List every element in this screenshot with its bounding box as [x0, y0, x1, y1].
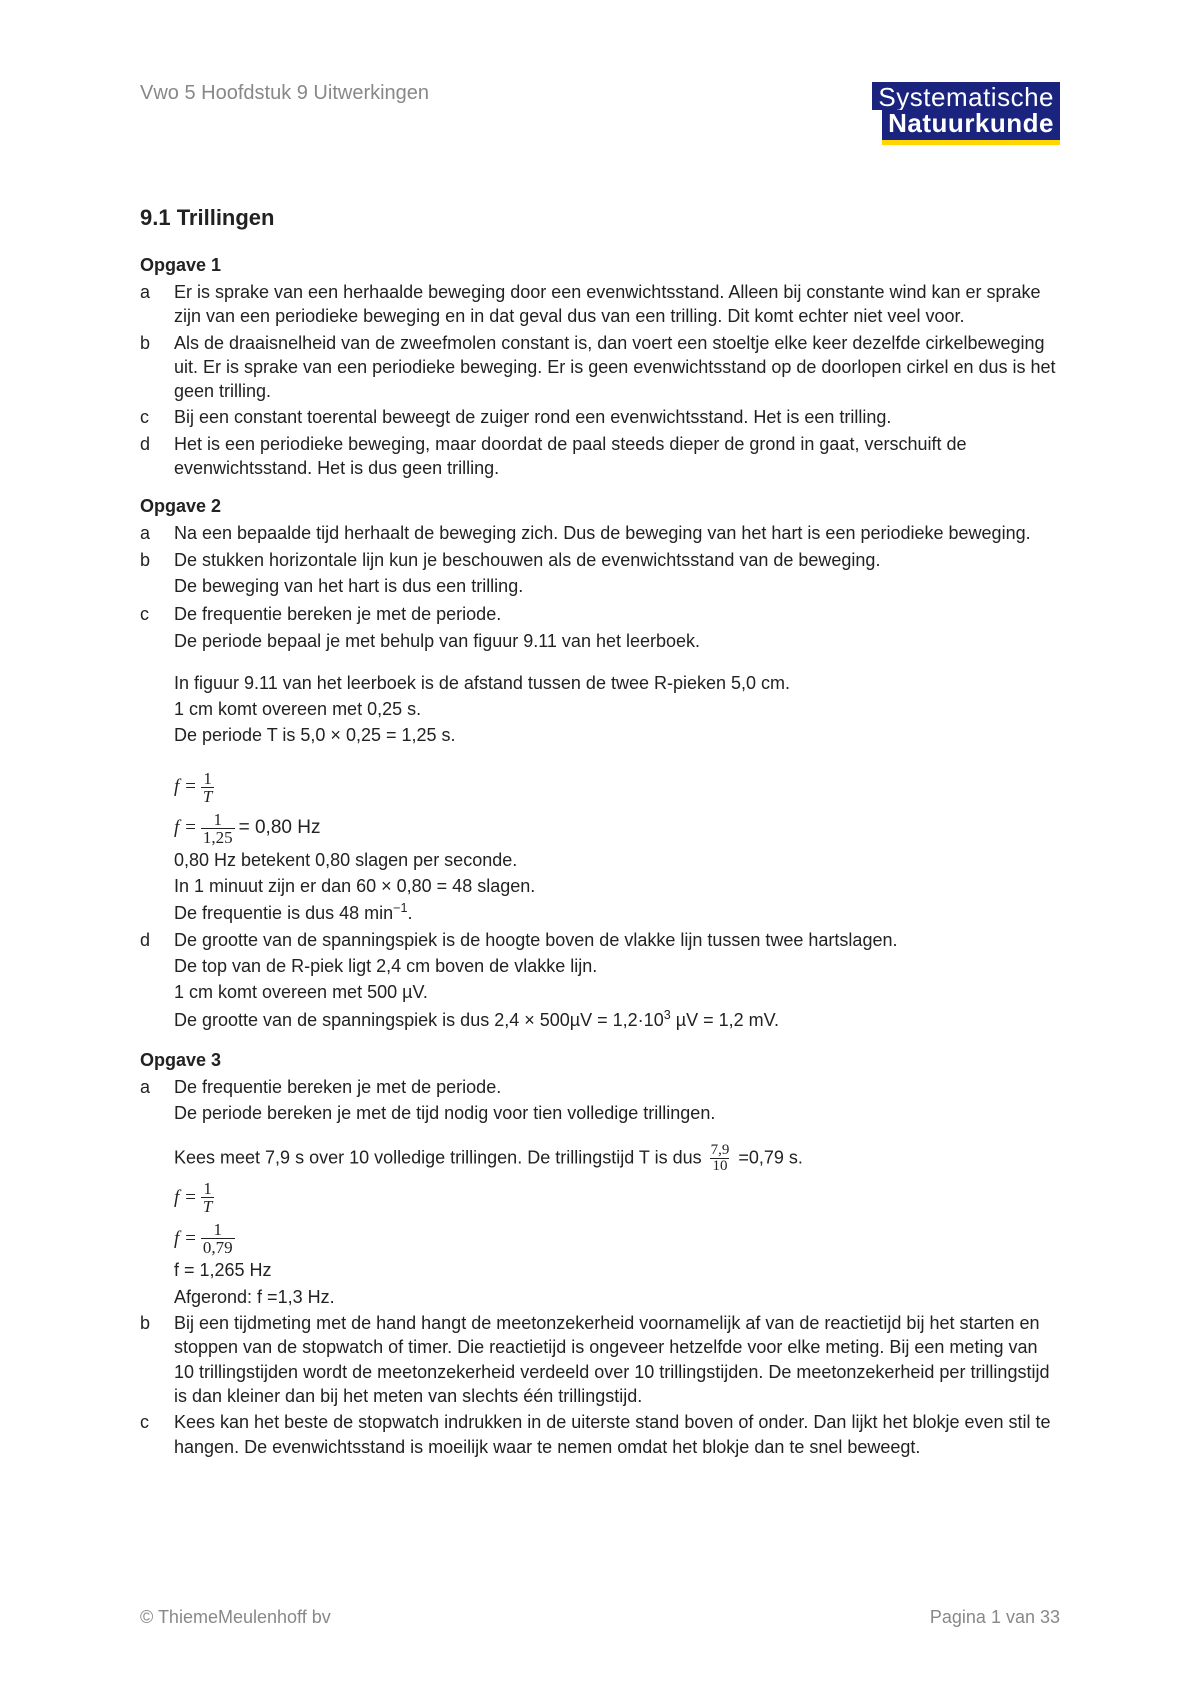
- footer: © ThiemeMeulenhoff bv Pagina 1 van 33: [140, 1607, 1060, 1628]
- text-line: De stukken horizontale lijn kun je besch…: [174, 548, 1060, 572]
- frac-den: 1,25: [201, 828, 235, 846]
- item-body: Na een bepaalde tijd herhaalt de bewegin…: [174, 521, 1060, 545]
- formula-lhs: f =: [174, 815, 197, 841]
- opgave3-b: b Bij een tijdmeting met de hand hangt d…: [140, 1311, 1060, 1408]
- item-label: a: [140, 521, 174, 545]
- text-fragment: Kees meet 7,9 s over 10 volledige trilli…: [174, 1148, 707, 1168]
- formula-f-1-over-079: f = 1 0,79: [174, 1221, 1060, 1256]
- text-fragment: .: [407, 903, 412, 923]
- opgave1-b: b Als de draaisnelheid van de zweefmolen…: [140, 331, 1060, 404]
- text-fragment: De grootte van de spanningspiek is dus 2…: [174, 1010, 664, 1030]
- text-fragment: De frequentie is dus 48 min: [174, 903, 393, 923]
- text-line: De frequentie bereken je met de periode.: [174, 1075, 1060, 1099]
- section-title: 9.1 Trillingen: [140, 205, 1060, 231]
- frac-den: T: [201, 1197, 214, 1215]
- opgave2-c-block: In figuur 9.11 van het leerboek is de af…: [174, 671, 1060, 926]
- superscript: 3: [664, 1008, 671, 1022]
- text-fragment: µV = 1,2 mV.: [671, 1010, 779, 1030]
- item-body: De frequentie bereken je met de periode.…: [174, 1075, 1060, 1128]
- item-body: De frequentie bereken je met de periode.…: [174, 602, 1060, 655]
- text-line: Afgerond: f =1,3 Hz.: [174, 1285, 1060, 1309]
- item-label: a: [140, 1075, 174, 1128]
- item-label: c: [140, 405, 174, 429]
- opgave1-a: a Er is sprake van een herhaalde bewegin…: [140, 280, 1060, 329]
- text-line: Kees meet 7,9 s over 10 volledige trilli…: [174, 1143, 1060, 1174]
- inline-fraction: 7,9 10: [709, 1143, 732, 1174]
- frac-den: 0,79: [201, 1238, 235, 1256]
- item-label: b: [140, 1311, 174, 1408]
- item-body: Het is een periodieke beweging, maar doo…: [174, 432, 1060, 481]
- item-label: d: [140, 928, 174, 1034]
- opgave2-c: c De frequentie bereken je met de period…: [140, 602, 1060, 655]
- formula-f-1-over-125: f = 1 1,25 = 0,80 Hz: [174, 811, 1060, 846]
- formula-lhs: f =: [174, 1185, 197, 1211]
- text-line: f = 1,265 Hz: [174, 1258, 1060, 1282]
- item-body: Bij een tijdmeting met de hand hangt de …: [174, 1311, 1060, 1408]
- text-line: De frequentie is dus 48 min−1.: [174, 900, 1060, 925]
- item-label: c: [140, 1410, 174, 1459]
- text-line: 1 cm komt overeen met 500 µV.: [174, 980, 1060, 1004]
- document-page: Vwo 5 Hoofdstuk 9 Uitwerkingen Systemati…: [0, 0, 1200, 1459]
- text-line: 0,80 Hz betekent 0,80 slagen per seconde…: [174, 848, 1060, 872]
- item-label: d: [140, 432, 174, 481]
- item-label: b: [140, 331, 174, 404]
- text-fragment: =0,79 s.: [738, 1148, 803, 1168]
- item-body: Bij een constant toerental beweegt de zu…: [174, 405, 1060, 429]
- opgave1-title: Opgave 1: [140, 255, 1060, 276]
- frac-num: 7,9: [709, 1143, 732, 1158]
- text-line: De periode T is 5,0 × 0,25 = 1,25 s.: [174, 723, 1060, 747]
- formula-lhs: f =: [174, 774, 197, 800]
- formula-f-1-over-T-2: f = 1 T: [174, 1180, 1060, 1215]
- frac-num: 1: [211, 811, 224, 828]
- frac-den: 10: [710, 1158, 729, 1174]
- item-body: De stukken horizontale lijn kun je besch…: [174, 548, 1060, 601]
- opgave1-c: c Bij een constant toerental beweegt de …: [140, 405, 1060, 429]
- frac-num: 1: [201, 770, 214, 787]
- footer-right: Pagina 1 van 33: [930, 1607, 1060, 1628]
- opgave3-c: c Kees kan het beste de stopwatch indruk…: [140, 1410, 1060, 1459]
- superscript: −1: [393, 901, 407, 915]
- opgave3-a-block: Kees meet 7,9 s over 10 volledige trilli…: [174, 1143, 1060, 1309]
- text-line: In figuur 9.11 van het leerboek is de af…: [174, 671, 1060, 695]
- item-label: b: [140, 548, 174, 601]
- opgave2-b: b De stukken horizontale lijn kun je bes…: [140, 548, 1060, 601]
- header-title: Vwo 5 Hoofdstuk 9 Uitwerkingen: [140, 82, 429, 105]
- brand-bottom: Natuurkunde: [882, 110, 1060, 145]
- opgave2-d: d De grootte van de spanningspiek is de …: [140, 928, 1060, 1034]
- brand-top: Systematische: [872, 82, 1060, 110]
- text-line: In 1 minuut zijn er dan 60 × 0,80 = 48 s…: [174, 874, 1060, 898]
- formula-f-1-over-T: f = 1 T: [174, 770, 1060, 805]
- text-line: De frequentie bereken je met de periode.: [174, 602, 1060, 626]
- brand-badge: Systematische Natuurkunde: [872, 82, 1060, 145]
- text-line: De grootte van de spanningspiek is de ho…: [174, 928, 1060, 952]
- text-line: 1 cm komt overeen met 0,25 s.: [174, 697, 1060, 721]
- frac-den: T: [201, 787, 214, 805]
- text-line: De grootte van de spanningspiek is dus 2…: [174, 1007, 1060, 1032]
- header: Vwo 5 Hoofdstuk 9 Uitwerkingen Systemati…: [140, 82, 1060, 145]
- formula-lhs: f =: [174, 1226, 197, 1252]
- text-line: De periode bepaal je met behulp van figu…: [174, 629, 1060, 653]
- item-body: Er is sprake van een herhaalde beweging …: [174, 280, 1060, 329]
- frac-num: 1: [211, 1221, 224, 1238]
- text-line: De beweging van het hart is dus een tril…: [174, 574, 1060, 598]
- frac-num: 1: [201, 1180, 214, 1197]
- opgave2-a: a Na een bepaalde tijd herhaalt de beweg…: [140, 521, 1060, 545]
- opgave3-a: a De frequentie bereken je met de period…: [140, 1075, 1060, 1128]
- formula-result: = 0,80 Hz: [239, 815, 321, 841]
- text-line: De periode bereken je met de tijd nodig …: [174, 1101, 1060, 1125]
- opgave3-title: Opgave 3: [140, 1050, 1060, 1071]
- opgave2-title: Opgave 2: [140, 496, 1060, 517]
- item-body: Als de draaisnelheid van de zweefmolen c…: [174, 331, 1060, 404]
- item-body: Kees kan het beste de stopwatch indrukke…: [174, 1410, 1060, 1459]
- opgave1-d: d Het is een periodieke beweging, maar d…: [140, 432, 1060, 481]
- item-label: a: [140, 280, 174, 329]
- footer-left: © ThiemeMeulenhoff bv: [140, 1607, 331, 1628]
- item-label: c: [140, 602, 174, 655]
- item-body: De grootte van de spanningspiek is de ho…: [174, 928, 1060, 1034]
- text-line: De top van de R-piek ligt 2,4 cm boven d…: [174, 954, 1060, 978]
